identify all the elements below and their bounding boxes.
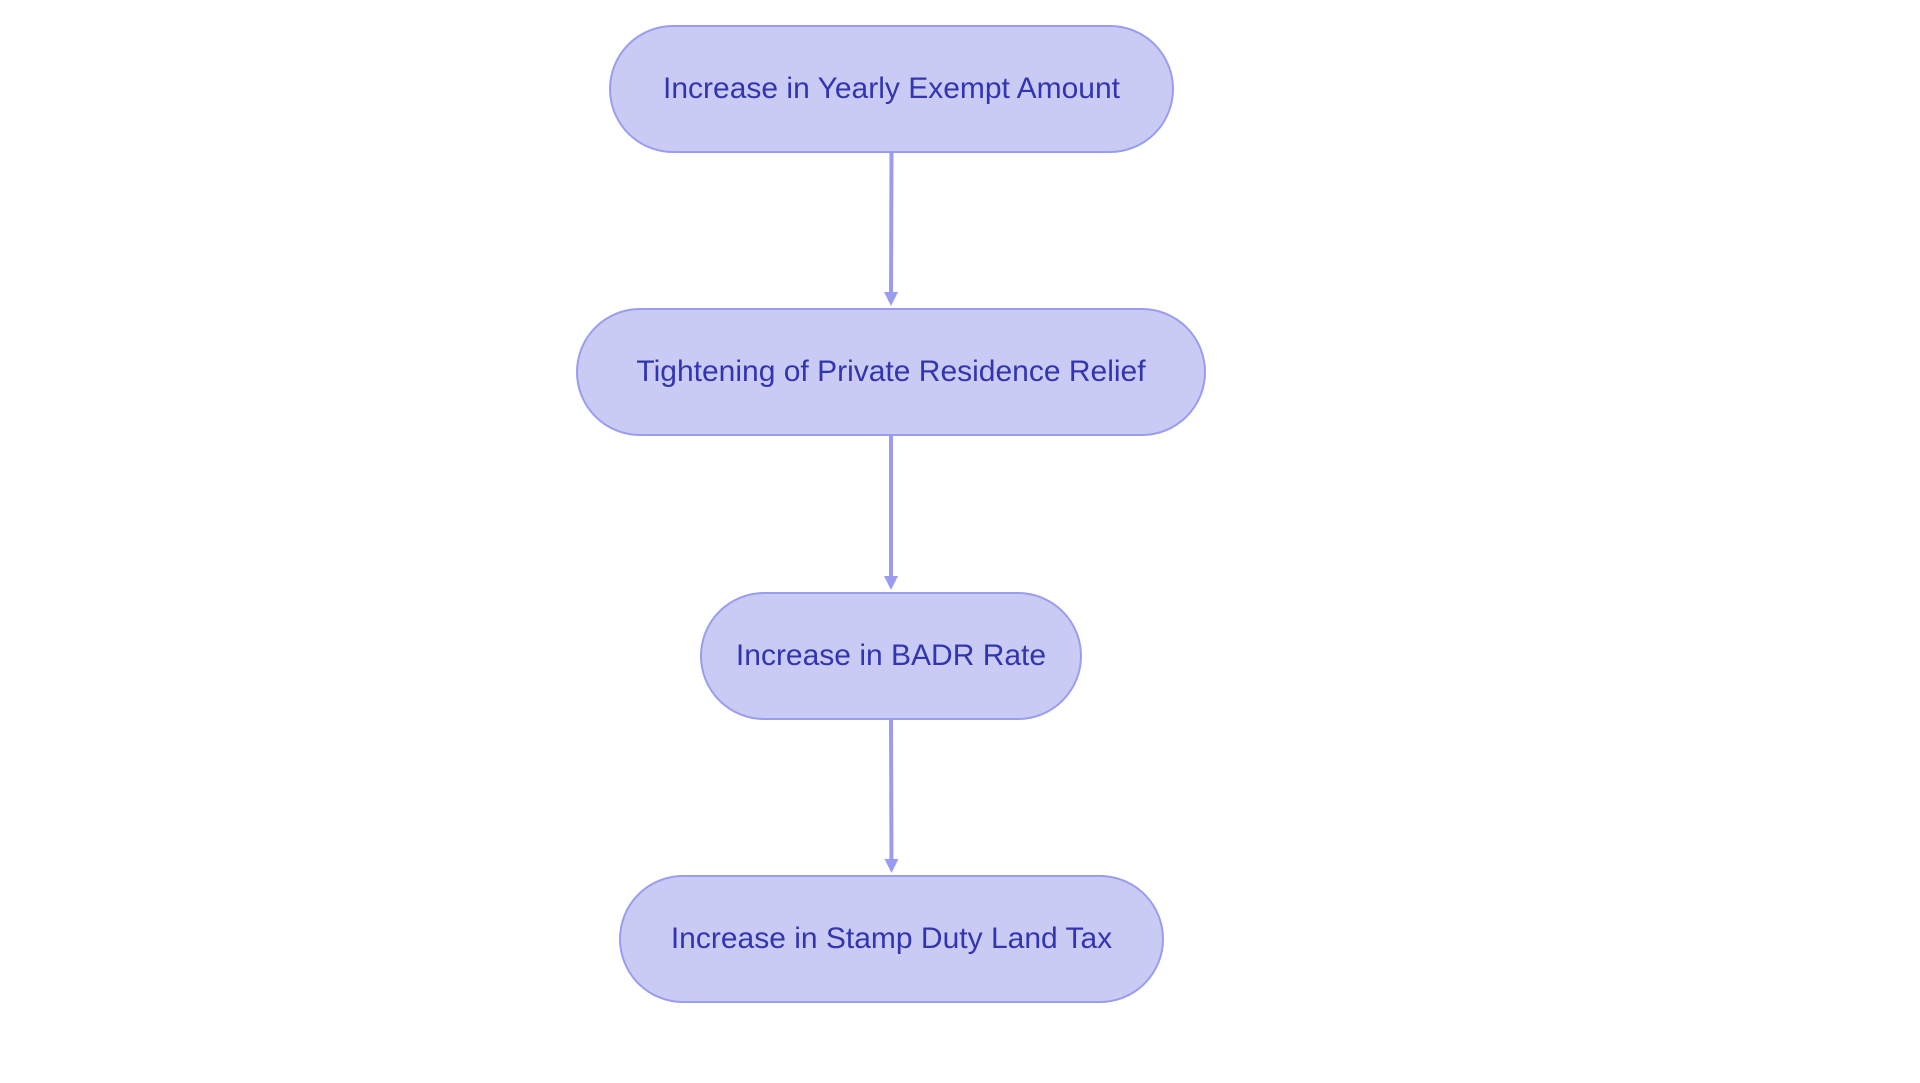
flowchart-edge — [891, 720, 892, 866]
flowchart-node: Increase in BADR Rate — [700, 592, 1082, 720]
flowchart-node-label: Increase in Yearly Exempt Amount — [663, 72, 1120, 106]
flowchart-canvas: Increase in Yearly Exempt Amount Tighteni… — [0, 0, 1920, 1083]
flowchart-node-label: Tightening of Private Residence Relief — [636, 355, 1145, 389]
flowchart-node: Increase in Yearly Exempt Amount — [609, 25, 1174, 153]
flowchart-node-label: Increase in Stamp Duty Land Tax — [671, 922, 1112, 956]
flowchart-edge — [891, 153, 892, 299]
flowchart-node: Tightening of Private Residence Relief — [576, 308, 1206, 436]
flowchart-node: Increase in Stamp Duty Land Tax — [619, 875, 1164, 1003]
flowchart-node-label: Increase in BADR Rate — [736, 639, 1046, 673]
